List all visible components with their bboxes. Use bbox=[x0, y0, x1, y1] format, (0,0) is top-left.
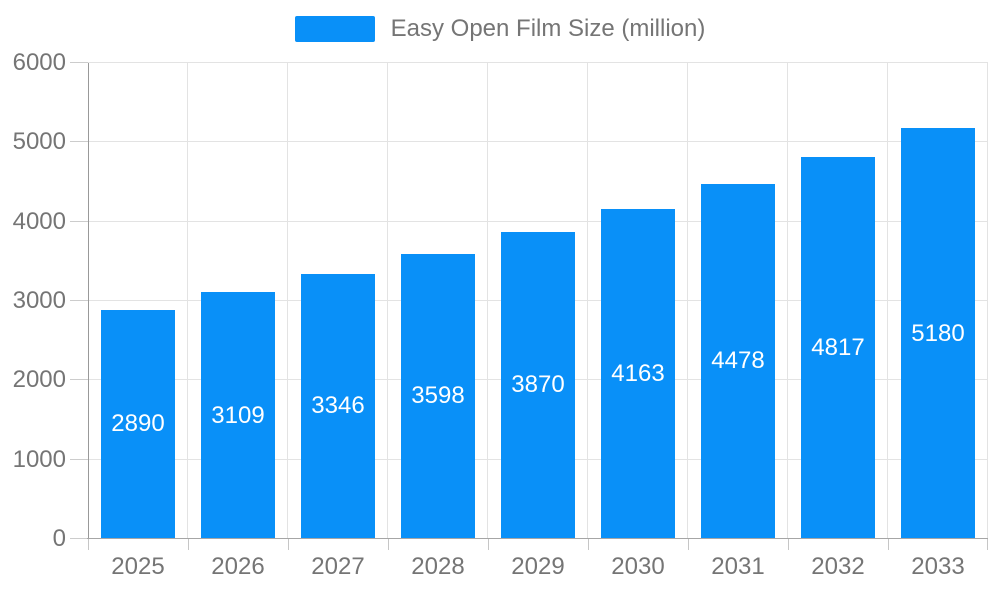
x-axis-tick bbox=[287, 539, 289, 550]
x-axis-tick bbox=[387, 539, 389, 550]
gridline-vertical bbox=[587, 63, 588, 539]
bar-value-label: 5180 bbox=[911, 319, 965, 347]
x-axis-category-label: 2030 bbox=[611, 553, 665, 580]
y-axis-tick-label: 4000 bbox=[12, 207, 66, 235]
x-axis-tick bbox=[487, 539, 489, 550]
bar-value-label: 3109 bbox=[211, 401, 265, 429]
x-axis-tick bbox=[887, 539, 889, 550]
y-axis-tick bbox=[70, 379, 88, 381]
gridline-vertical bbox=[987, 63, 988, 539]
bar-value-label: 4817 bbox=[811, 333, 865, 361]
y-axis-tick-label: 0 bbox=[52, 525, 66, 552]
y-axis-tick bbox=[70, 458, 88, 460]
gridline-horizontal bbox=[88, 62, 988, 63]
gridline-vertical bbox=[186, 63, 188, 539]
bar-value-label: 3598 bbox=[411, 382, 465, 410]
x-axis-category-label: 2033 bbox=[911, 553, 965, 580]
x-axis-tick bbox=[88, 539, 89, 550]
x-axis-tick bbox=[987, 539, 988, 550]
gridline-horizontal bbox=[88, 141, 988, 143]
x-axis-category-label: 2025 bbox=[111, 553, 165, 580]
gridline-horizontal bbox=[88, 220, 988, 222]
x-axis-category-label: 2028 bbox=[411, 553, 465, 580]
bar-2025[interactable]: 2890 bbox=[101, 309, 175, 539]
gridline-vertical bbox=[386, 63, 388, 539]
y-axis-tick-label: 5000 bbox=[12, 128, 66, 156]
x-axis-category-label: 2029 bbox=[511, 553, 565, 580]
y-axis-tick bbox=[70, 62, 88, 63]
gridline-vertical bbox=[486, 63, 488, 539]
bar-2027[interactable]: 3346 bbox=[301, 273, 375, 539]
y-axis-tick bbox=[70, 220, 88, 222]
y-axis-line bbox=[88, 63, 89, 539]
bar-2028[interactable]: 3598 bbox=[401, 253, 475, 539]
bar-2032[interactable]: 4817 bbox=[801, 156, 875, 539]
bar-2031[interactable]: 4478 bbox=[701, 183, 775, 539]
bar-2026[interactable]: 3109 bbox=[201, 292, 275, 539]
y-axis-tick-label: 6000 bbox=[12, 49, 66, 76]
x-axis-category-label: 2032 bbox=[811, 553, 865, 580]
bar-value-label: 4163 bbox=[611, 359, 665, 387]
x-axis-tick bbox=[788, 539, 789, 550]
y-axis-tick-label: 2000 bbox=[12, 366, 66, 394]
y-axis-tick bbox=[70, 538, 88, 539]
bar-value-label: 3346 bbox=[311, 392, 365, 420]
legend-label: Easy Open Film Size (million) bbox=[390, 15, 706, 42]
x-axis-tick bbox=[588, 539, 589, 550]
bar-value-label: 4478 bbox=[711, 347, 765, 375]
legend-swatch-icon bbox=[294, 16, 375, 42]
x-axis-category-label: 2026 bbox=[211, 553, 265, 580]
x-axis-tick bbox=[687, 539, 689, 550]
legend-item[interactable]: Easy Open Film Size (million) bbox=[294, 15, 706, 42]
gridline-vertical bbox=[286, 63, 288, 539]
bar-2029[interactable]: 3870 bbox=[501, 231, 575, 539]
y-axis-tick bbox=[70, 300, 88, 301]
y-axis-tick bbox=[70, 141, 88, 143]
legend: Easy Open Film Size (million) bbox=[0, 16, 1000, 42]
y-axis-tick-label: 1000 bbox=[12, 445, 66, 473]
bar-2033[interactable]: 5180 bbox=[901, 128, 975, 539]
x-axis-category-label: 2031 bbox=[711, 553, 765, 580]
bar-value-label: 3870 bbox=[511, 371, 565, 399]
plot-area: 0 1000 2000 3000 4000 5000 6000 2890 2025 3109 202… bbox=[13, 49, 988, 580]
x-axis-tick bbox=[187, 539, 189, 550]
x-axis-line bbox=[87, 538, 988, 539]
y-axis-tick-label: 3000 bbox=[12, 287, 66, 314]
gridline-vertical bbox=[686, 63, 688, 539]
bar-2030[interactable]: 4163 bbox=[601, 208, 675, 539]
bar-value-label: 2890 bbox=[111, 410, 165, 438]
gridline-vertical bbox=[886, 63, 888, 539]
gridline-vertical bbox=[787, 63, 788, 539]
x-axis-category-label: 2027 bbox=[311, 553, 365, 580]
